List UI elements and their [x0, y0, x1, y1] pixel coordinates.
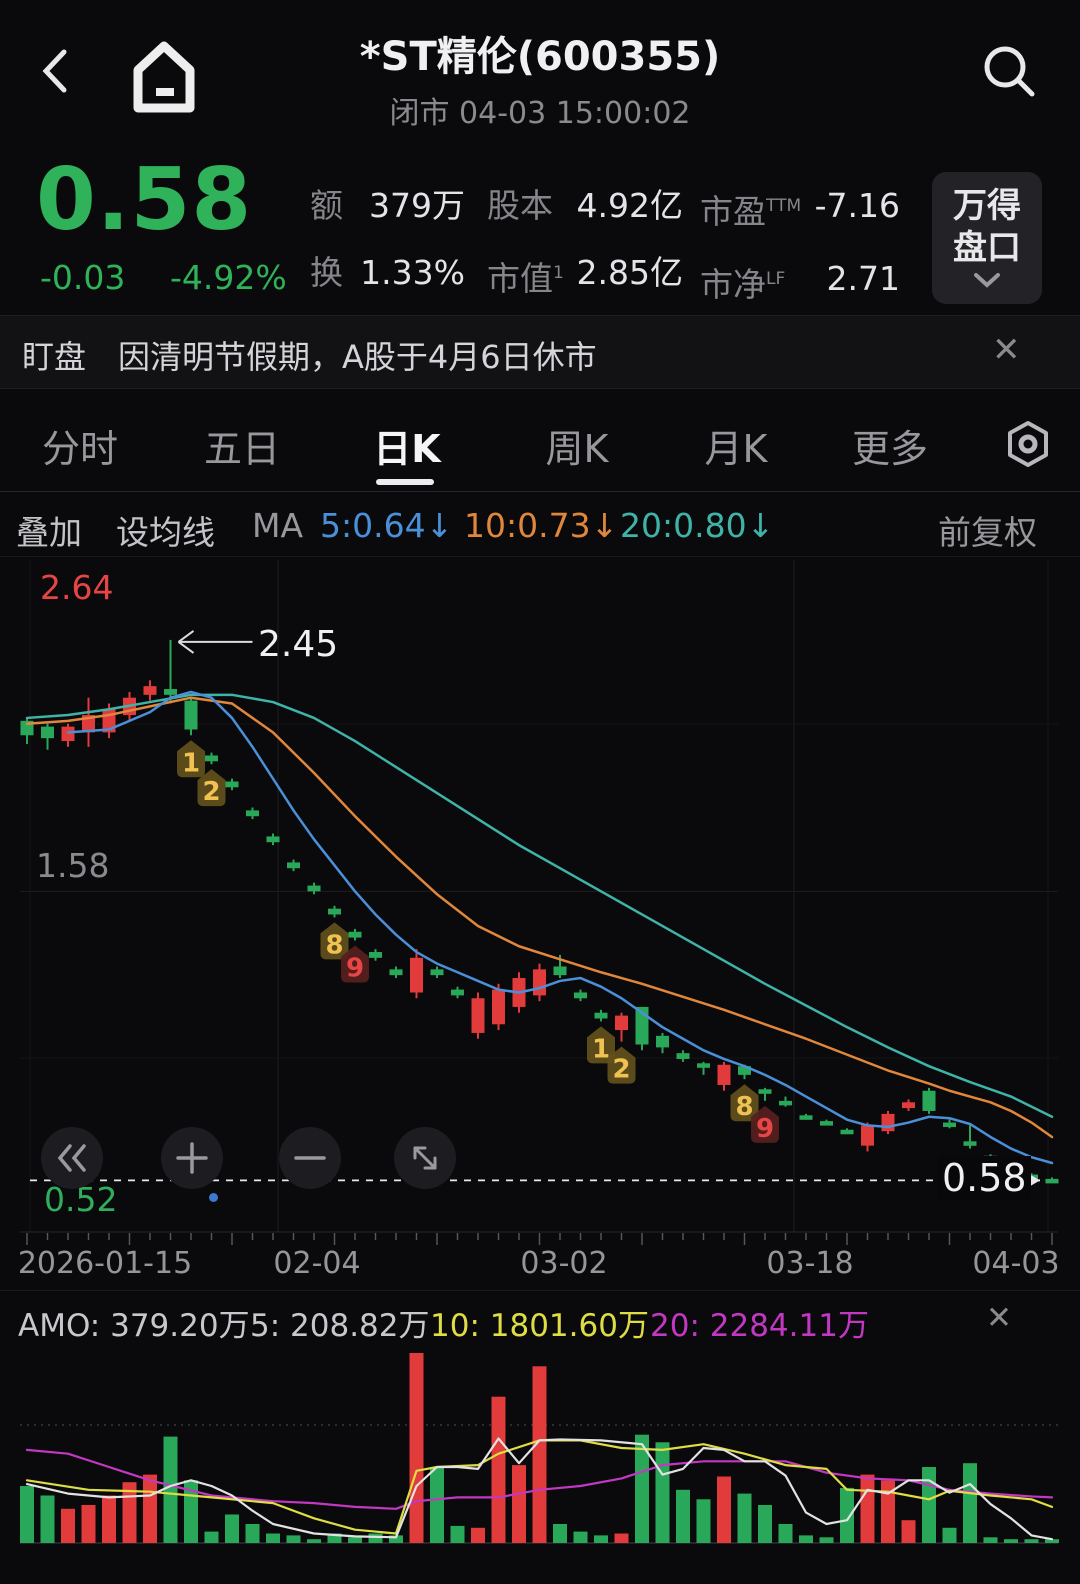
- stat-amount-label: 额: [310, 186, 343, 225]
- tab-weekly-k[interactable]: 周K: [545, 427, 609, 471]
- minus-icon: [294, 1156, 326, 1160]
- volume-close-icon[interactable]: ✕: [986, 1300, 1012, 1336]
- zoom-in-button[interactable]: [161, 1127, 223, 1189]
- high-annotation-arrow: [177, 630, 253, 654]
- stat-turnover: 换 1.33%: [310, 253, 465, 293]
- stats-col-2: 股本 4.92亿 市值1 2.85亿: [487, 186, 683, 299]
- adjust-mode-button[interactable]: 前复权: [938, 513, 1037, 552]
- chevron-down-icon: [974, 273, 1000, 288]
- zoom-out-button[interactable]: [279, 1127, 341, 1189]
- gear-icon: [1008, 421, 1048, 467]
- stat-share-capital: 股本 4.92亿: [487, 186, 683, 226]
- wind-panel-line1: 万得: [953, 186, 1021, 226]
- expand-chart-button[interactable]: [394, 1127, 456, 1189]
- high-annotation-label: 2.45: [258, 624, 339, 665]
- indicator-dot: [209, 1193, 218, 1202]
- svg-text:9: 9: [756, 1114, 774, 1144]
- page-title: *ST精伦(600355): [359, 34, 721, 80]
- stat-pe-label: 市盈TTM: [700, 192, 802, 231]
- stat-amount: 额 379万: [310, 186, 465, 226]
- axis-label-0: 2026-01-15: [17, 1246, 193, 1281]
- last-price: 0.58: [36, 150, 253, 250]
- stat-market-cap: 市值1 2.85亿: [487, 253, 683, 299]
- notice-tag: 盯盘: [22, 338, 87, 376]
- svg-text:8: 8: [325, 930, 343, 960]
- axis-label-2: 03-02: [520, 1246, 608, 1281]
- stats-col-3: 市盈TTM -7.16 市净LF 2.71: [700, 186, 900, 305]
- amo-ma20-value: 20: 2284.11万: [650, 1308, 869, 1344]
- wind-panel-button[interactable]: 万得 盘口: [932, 172, 1042, 304]
- svg-text:1: 1: [182, 748, 200, 778]
- price-high-label: 2.64: [40, 568, 114, 607]
- tabs-divider: [0, 491, 1080, 492]
- amo-value: AMO: 379.20万: [18, 1308, 250, 1344]
- ma5-value: 5:0.64↓: [320, 506, 454, 545]
- stat-pb: 市净LF 2.71: [700, 259, 900, 305]
- axis-label-3: 03-18: [766, 1246, 854, 1281]
- expand-diagonal-icon: [413, 1146, 437, 1170]
- home-icon: [133, 41, 195, 113]
- notice-bar: 盯盘 因清明节假期，A股于4月6日休市 ✕: [0, 315, 1080, 389]
- home-button[interactable]: [126, 36, 202, 116]
- stat-pe: 市盈TTM -7.16: [700, 186, 900, 232]
- stat-pb-label: 市净LF: [700, 265, 786, 304]
- stat-share-capital-label: 股本: [487, 186, 553, 225]
- axis-label-4: 04-03: [972, 1246, 1060, 1281]
- ma-label: MA: [252, 506, 304, 545]
- scroll-left-button[interactable]: [41, 1127, 103, 1189]
- tab-monthly-k[interactable]: 月K: [704, 427, 768, 471]
- set-ma-button[interactable]: 设均线: [116, 513, 215, 552]
- notice-close-icon[interactable]: ✕: [992, 330, 1021, 370]
- tab-minute[interactable]: 分时: [41, 427, 119, 471]
- notice-text: 因清明节假期，A股于4月6日休市: [118, 338, 597, 376]
- tab-more[interactable]: 更多: [851, 427, 929, 471]
- svg-text:2: 2: [202, 777, 220, 807]
- volume-ma-lines: [25, 1437, 1054, 1541]
- amo-ma5-value: 5: 208.82万: [250, 1308, 430, 1344]
- plus-icon: [176, 1142, 208, 1174]
- candlesticks: [20, 639, 1059, 1184]
- tab-daily-k[interactable]: 日K: [373, 427, 441, 471]
- search-icon: [984, 46, 1035, 97]
- back-button[interactable]: [38, 46, 72, 96]
- stat-amount-value: 379万: [369, 186, 465, 225]
- price-change-pct: -4.92%: [170, 258, 287, 297]
- active-tab-underline: [376, 479, 434, 485]
- overlay-button[interactable]: 叠加: [16, 513, 82, 552]
- stat-turnover-label: 换: [310, 253, 343, 292]
- stat-turnover-value: 1.33%: [360, 253, 465, 292]
- double-chevron-left-icon: [57, 1144, 86, 1172]
- price-ma-lines: [25, 690, 1054, 1165]
- ma10-value: 10:0.73↓: [464, 506, 619, 545]
- stat-pb-value: 2.71: [826, 259, 900, 298]
- stat-share-capital-value: 4.92亿: [576, 186, 683, 225]
- market-status: 闭市 04-03 15:00:02: [389, 96, 691, 131]
- ma20-value: 20:0.80↓: [620, 506, 775, 545]
- search-button[interactable]: [978, 40, 1040, 102]
- chart-settings-button[interactable]: [1002, 418, 1054, 470]
- stat-pe-value: -7.16: [814, 186, 900, 225]
- stat-market-cap-value: 2.85亿: [576, 253, 683, 292]
- svg-text:1: 1: [592, 1034, 610, 1064]
- back-chevron-icon: [42, 49, 67, 93]
- svg-text:2: 2: [612, 1055, 630, 1085]
- price-change: -0.03: [40, 258, 126, 297]
- volume-section-divider: [0, 1290, 1080, 1291]
- axis-label-1: 02-04: [273, 1246, 361, 1281]
- volume-bars: [20, 1353, 1059, 1543]
- stats-col-1: 额 379万 换 1.33%: [310, 186, 465, 293]
- current-price-label: 0.58: [938, 1156, 1031, 1200]
- svg-text:9: 9: [346, 953, 364, 983]
- wind-panel-line2: 盘口: [953, 228, 1021, 268]
- chart-top-divider: [0, 556, 1080, 557]
- price-mid-label: 1.58: [36, 846, 110, 885]
- tab-five-day[interactable]: 五日: [203, 427, 281, 471]
- stat-market-cap-label: 市值1: [487, 259, 564, 298]
- svg-text:8: 8: [735, 1092, 753, 1122]
- amo-ma10-value: 10: 1801.60万: [430, 1308, 649, 1344]
